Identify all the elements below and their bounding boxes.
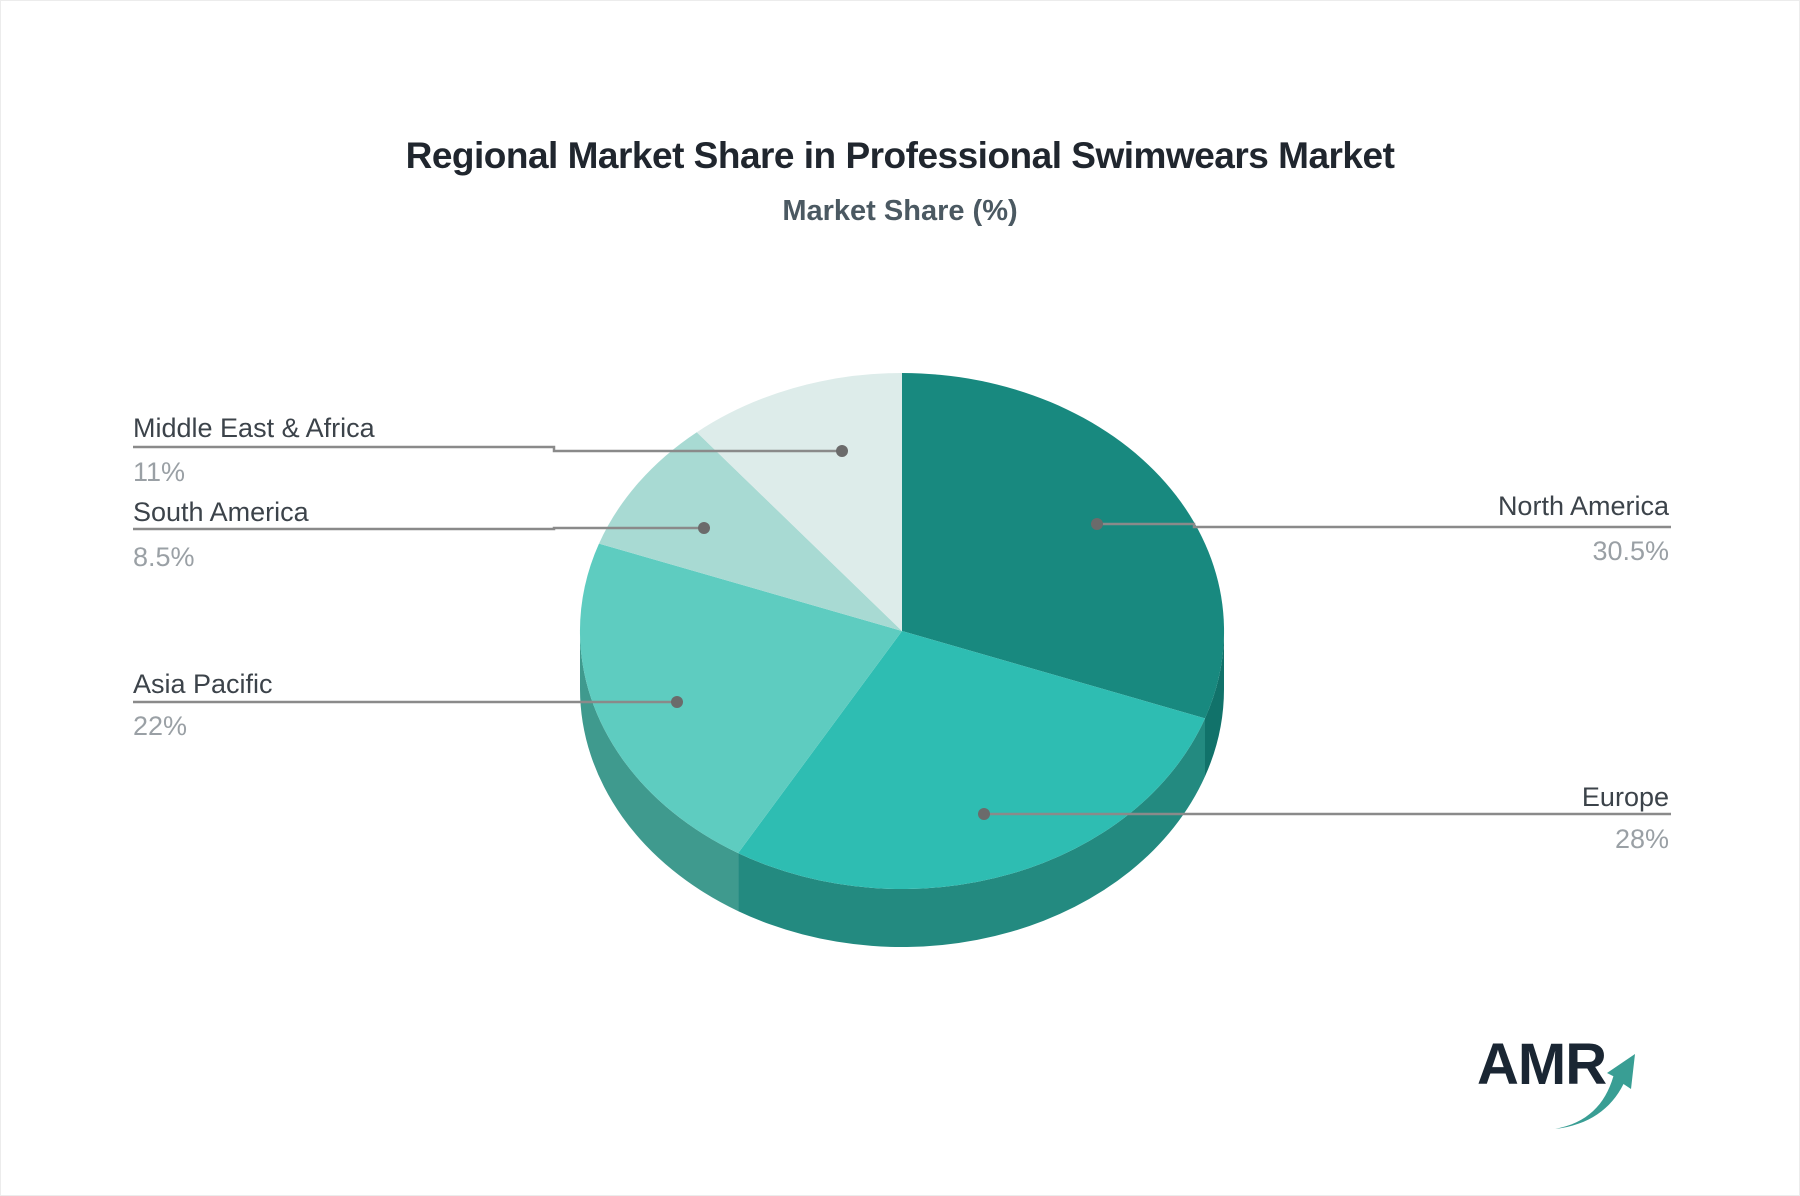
leader-dot-europe <box>978 808 990 820</box>
pie-side-europe <box>738 718 1205 948</box>
leader-dot-south-america <box>698 522 710 534</box>
leader-dot-middle-east-africa <box>836 445 848 457</box>
pie-slice-south-america[interactable] <box>599 432 902 631</box>
leader-line-middle-east-africa <box>133 445 842 453</box>
leader-dot-north-america <box>1091 518 1103 530</box>
leader-dot-asia-pacific <box>671 696 683 708</box>
chart-title: Regional Market Share in Professional Sw… <box>405 135 1395 176</box>
chart-subtitle: Market Share (%) <box>782 195 1018 227</box>
slice-value-north-america: 30.5% <box>1592 536 1669 566</box>
slice-label-south-america: South America <box>133 497 309 527</box>
slice-value-europe: 28% <box>1614 824 1669 854</box>
slice-label-north-america: North America <box>1497 491 1669 521</box>
pie-side-north-america <box>1205 631 1224 777</box>
pie-slice-asia-pacific[interactable] <box>579 543 902 854</box>
leader-line-south-america <box>133 526 704 531</box>
pie-side-asia-pacific <box>580 631 739 912</box>
slice-value-asia-pacific: 22% <box>133 711 188 741</box>
slice-label-asia-pacific: Asia Pacific <box>133 669 273 699</box>
pie-slice-north-america[interactable] <box>902 373 1225 719</box>
amr-logo: AMR <box>1477 1031 1707 1141</box>
slice-label-europe: Europe <box>1581 782 1669 812</box>
leader-line-north-america <box>1097 522 1671 529</box>
pie-slice-middle-east-africa[interactable] <box>696 373 902 631</box>
slice-label-middle-east-africa: Middle East & Africa <box>133 413 375 443</box>
slice-value-middle-east-africa: 11% <box>133 457 186 487</box>
slice-value-south-america: 8.5% <box>133 542 195 572</box>
pie-slice-europe[interactable] <box>738 631 1205 890</box>
amr-logo-text: AMR <box>1477 1032 1607 1097</box>
amr-logo-arrow-icon <box>1555 1054 1635 1129</box>
